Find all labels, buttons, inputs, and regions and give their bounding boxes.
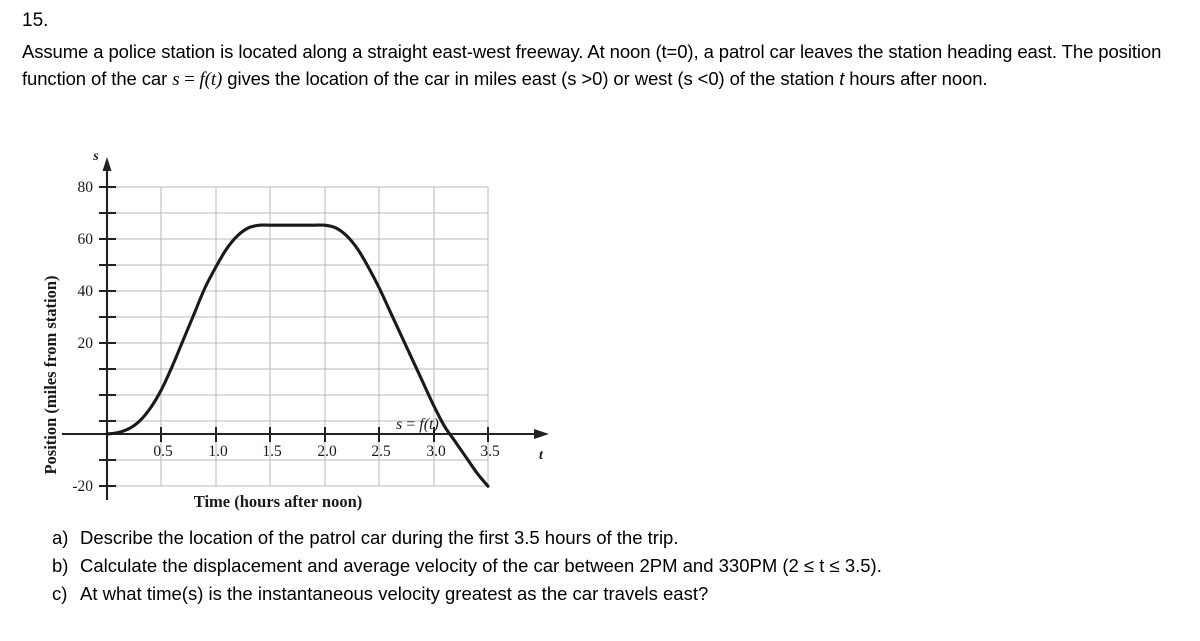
position-time-chart: 80 60 40 20 -20 0.5 1.0 1.5 2.0 2.5 3.0 … (41, 149, 549, 511)
x-tick-label-1-0: 1.0 (208, 443, 228, 460)
statement-variable-s: s (172, 69, 180, 90)
statement-variable-t: t (839, 68, 845, 89)
question-marker-b: b) (52, 555, 69, 576)
question-item-b: b) Calculate the displacement and averag… (52, 552, 1192, 580)
x-axis-title: Time (hours after noon) (194, 492, 363, 511)
question-text-a: Describe the location of the patrol car … (80, 527, 679, 548)
y-tick-label-40: 40 (78, 283, 94, 300)
x-tick-label-2-5: 2.5 (371, 443, 391, 460)
x-tick-labels: 0.5 1.0 1.5 2.0 2.5 3.0 3.5 (153, 443, 500, 460)
question-list: a) Describe the location of the patrol c… (52, 524, 1192, 608)
question-text-b: Calculate the displacement and average v… (80, 555, 882, 576)
problem-number: 15. (22, 10, 49, 31)
y-axis-arrowhead (102, 157, 112, 171)
question-item-a: a) Describe the location of the patrol c… (52, 524, 1192, 552)
x-tick-label-1-5: 1.5 (262, 443, 282, 460)
x-axis-ticks (160, 427, 489, 442)
curve-label: s = f(t) (396, 416, 439, 433)
statement-text-part2: gives the location of the car in miles e… (222, 68, 840, 89)
x-tick-label-3-0: 3.0 (426, 443, 446, 460)
y-axis-ticks (99, 186, 116, 487)
position-graph-figure: 80 60 40 20 -20 0.5 1.0 1.5 2.0 2.5 3.0 … (0, 140, 600, 520)
y-axis-title: Position (miles from station) (41, 275, 60, 474)
question-item-c: c) At what time(s) is the instantaneous … (52, 580, 1192, 608)
problem-statement: Assume a police station is located along… (22, 38, 1182, 93)
statement-text-part1: Assume a police station is located along… (22, 41, 1162, 89)
y-tick-label-60: 60 (78, 231, 94, 248)
y-tick-label-20: 20 (78, 335, 94, 352)
question-marker-c: c) (52, 583, 68, 604)
x-tick-label-3-5: 3.5 (480, 443, 500, 460)
y-tick-label-neg20: -20 (72, 478, 93, 495)
statement-equals: = (179, 69, 200, 90)
question-text-c: At what time(s) is the instantaneous vel… (80, 583, 709, 604)
x-axis-arrowhead (534, 429, 549, 439)
statement-function-ft: f(t) (199, 69, 223, 90)
statement-text-part3: hours after noon. (844, 68, 988, 89)
question-marker-a: a) (52, 527, 69, 548)
position-curve (105, 223, 490, 488)
y-tick-labels: 80 60 40 20 -20 (72, 179, 93, 495)
x-tick-label-2-0: 2.0 (317, 443, 337, 460)
y-axis-symbol: s (92, 149, 99, 164)
chart-gridlines (107, 186, 489, 487)
y-tick-label-80: 80 (78, 179, 94, 196)
x-axis-symbol: t (539, 448, 544, 463)
chart-axes (62, 170, 538, 500)
x-tick-label-0-5: 0.5 (153, 443, 173, 460)
